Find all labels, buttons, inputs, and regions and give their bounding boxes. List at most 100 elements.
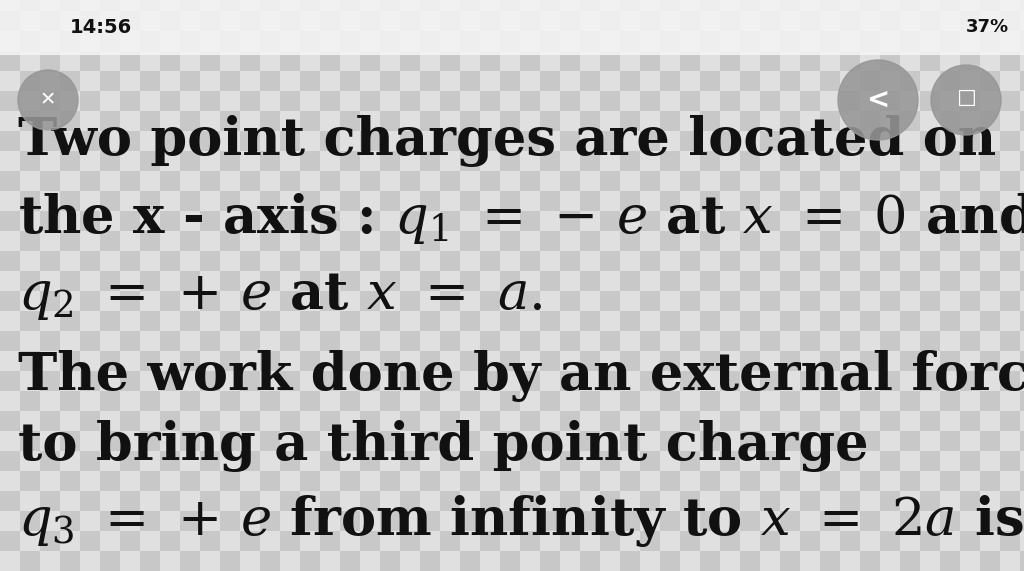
Bar	[360, 391, 380, 411]
Bar	[340, 51, 360, 71]
Bar	[480, 111, 500, 131]
Bar	[860, 551, 880, 571]
Bar	[420, 371, 440, 391]
Bar	[1000, 71, 1020, 91]
Bar	[300, 0, 319, 11]
Bar	[80, 111, 100, 131]
Bar	[260, 211, 280, 231]
Bar	[620, 491, 640, 511]
Bar	[700, 251, 720, 271]
Bar	[980, 111, 1000, 131]
Bar	[480, 131, 500, 151]
Bar	[1020, 271, 1024, 291]
Bar	[680, 0, 700, 11]
Bar	[100, 151, 120, 171]
Bar	[20, 331, 40, 351]
Bar	[800, 551, 820, 571]
Bar	[220, 371, 240, 391]
Bar	[20, 271, 40, 291]
Bar	[240, 331, 260, 351]
Bar	[600, 431, 620, 451]
Bar	[500, 251, 520, 271]
Bar	[100, 231, 120, 251]
Bar	[680, 511, 700, 531]
Bar	[840, 431, 860, 451]
Bar	[820, 531, 840, 551]
Bar	[820, 411, 840, 431]
Bar	[140, 531, 160, 551]
Bar	[860, 291, 880, 311]
Bar	[680, 431, 700, 451]
Bar	[500, 71, 520, 91]
Bar	[0, 211, 20, 231]
Bar	[700, 191, 720, 211]
Bar	[900, 331, 920, 351]
Bar	[220, 531, 240, 551]
Bar	[900, 451, 920, 471]
Bar	[860, 31, 880, 51]
Bar	[680, 271, 700, 291]
Bar	[980, 331, 1000, 351]
Bar	[420, 31, 440, 51]
Bar	[640, 171, 660, 191]
Bar	[560, 31, 580, 51]
Bar	[961, 191, 980, 211]
Bar	[700, 511, 720, 531]
Bar	[560, 291, 580, 311]
Bar	[780, 471, 800, 491]
Bar	[720, 271, 740, 291]
Bar	[920, 171, 940, 191]
Bar	[460, 471, 480, 491]
Bar	[540, 71, 560, 91]
Bar	[580, 511, 600, 531]
Bar	[60, 151, 80, 171]
Bar	[961, 71, 980, 91]
Bar	[780, 191, 800, 211]
Bar	[420, 451, 440, 471]
Bar	[160, 231, 180, 251]
Bar	[560, 551, 580, 571]
Bar	[840, 311, 860, 331]
Bar	[380, 131, 400, 151]
Bar	[580, 411, 600, 431]
Bar	[420, 391, 440, 411]
Bar	[820, 471, 840, 491]
Bar	[880, 91, 900, 111]
Bar	[1000, 0, 1020, 11]
Bar	[920, 71, 940, 91]
Bar	[800, 151, 820, 171]
Bar	[1000, 91, 1020, 111]
Bar	[480, 511, 500, 531]
Bar	[720, 471, 740, 491]
Bar	[220, 91, 240, 111]
Bar	[740, 131, 760, 151]
Bar	[380, 11, 400, 31]
Bar	[580, 131, 600, 151]
Bar	[20, 471, 40, 491]
Bar	[920, 551, 940, 571]
Bar	[280, 431, 300, 451]
Bar	[640, 371, 660, 391]
Bar	[940, 551, 961, 571]
Bar	[100, 351, 120, 371]
Bar	[840, 151, 860, 171]
Bar	[319, 11, 340, 31]
Bar	[980, 291, 1000, 311]
Bar	[961, 531, 980, 551]
Bar	[961, 491, 980, 511]
Bar	[580, 431, 600, 451]
Bar	[80, 71, 100, 91]
Bar	[780, 351, 800, 371]
Bar	[800, 111, 820, 131]
Bar	[540, 511, 560, 531]
Bar	[240, 511, 260, 531]
Bar	[620, 11, 640, 31]
Bar	[280, 11, 300, 31]
Bar	[660, 31, 680, 51]
Bar	[260, 231, 280, 251]
Bar	[700, 371, 720, 391]
Bar	[240, 31, 260, 51]
Bar	[880, 271, 900, 291]
Bar	[840, 271, 860, 291]
Bar	[820, 191, 840, 211]
